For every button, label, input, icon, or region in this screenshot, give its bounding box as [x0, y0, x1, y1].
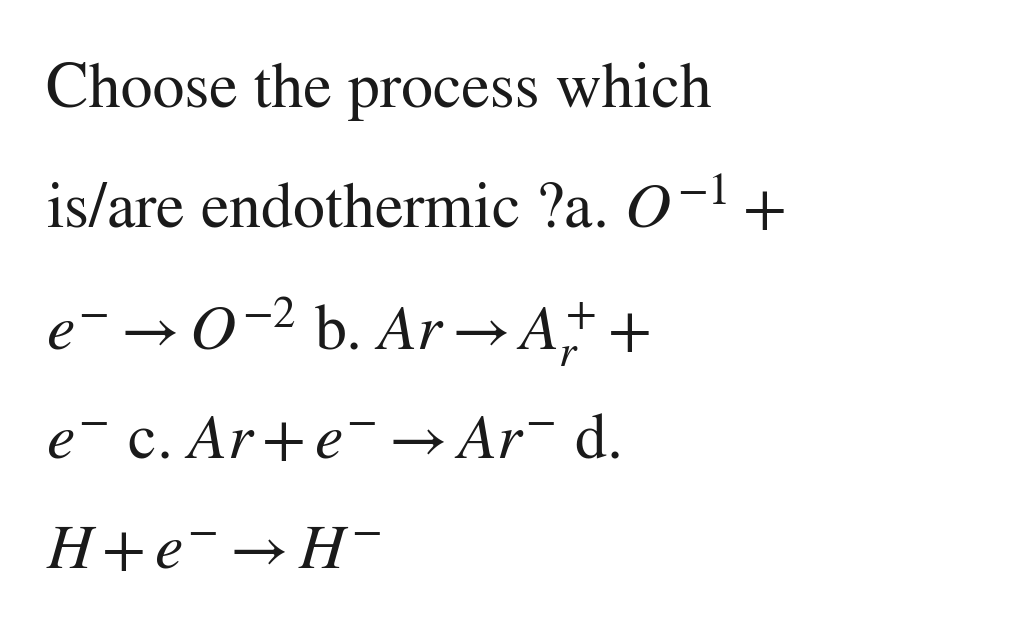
Text: $H+e^{-}\rightarrow H^{-}$: $H+e^{-}\rightarrow H^{-}$ — [46, 523, 381, 583]
Text: is/are endothermic ?a. $O^{-1}+$: is/are endothermic ?a. $O^{-1}+$ — [46, 181, 785, 242]
Text: $e^{-}\rightarrow O^{-2}$ b. $Ar\rightarrow A_{r}^{+}+$: $e^{-}\rightarrow O^{-2}$ b. $Ar\rightar… — [46, 295, 650, 369]
Text: $e^{-}$ c. $Ar+e^{-}\rightarrow Ar^{-}$ d.: $e^{-}$ c. $Ar+e^{-}\rightarrow Ar^{-}$ … — [46, 413, 621, 472]
Text: Choose the process which: Choose the process which — [46, 62, 712, 121]
